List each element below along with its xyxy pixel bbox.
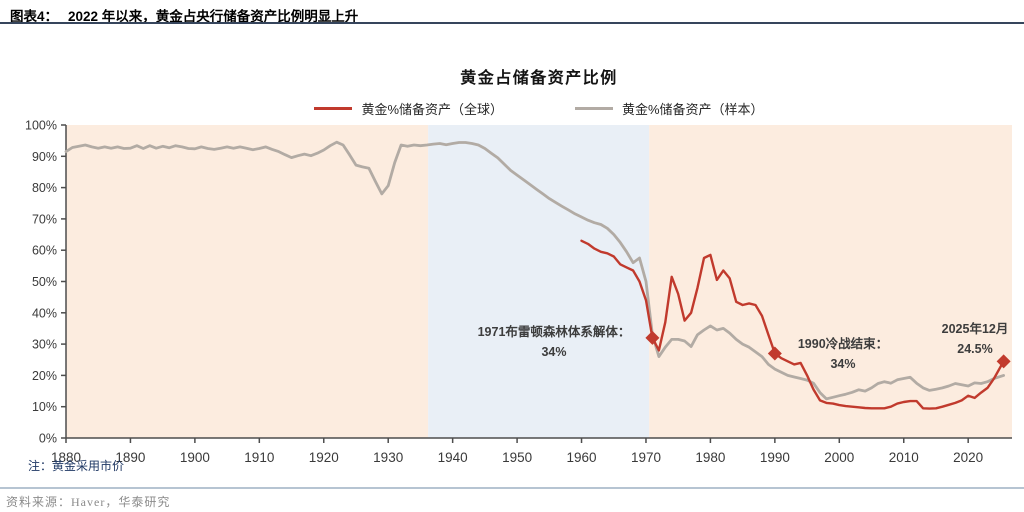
- event-marker-diamond-0: [645, 330, 660, 345]
- annotation-2025-value: 24.5%: [957, 342, 993, 356]
- era-band-0: [66, 125, 429, 438]
- x-tick-label: 1880: [51, 450, 81, 465]
- series-line-sample: [64, 140, 1005, 401]
- x-tick-label: 2020: [953, 450, 983, 465]
- figure-header: 图表4： 2022 年以来，黄金占央行储备资产比例明显上升: [10, 5, 358, 25]
- x-tick-label: 1980: [695, 450, 725, 465]
- event-marker-diamond-2: [996, 354, 1011, 369]
- chart-title: 黄金占储备资产比例: [460, 70, 618, 87]
- y-tick-label: 0%: [39, 432, 57, 446]
- legend-label-global: 黄金%储备资产（全球）: [361, 102, 503, 117]
- y-tick-label: 10%: [32, 400, 57, 414]
- y-tick-label: 90%: [32, 150, 57, 164]
- legend-item-global: 黄金%储备资产（全球）: [314, 99, 503, 118]
- annotation-1990-cold-war-end: 1990冷战结束： 34%: [776, 334, 910, 374]
- x-tick-label: 1990: [760, 450, 790, 465]
- figure-title: 2022 年以来，黄金占央行储备资产比例明显上升: [68, 9, 359, 24]
- x-tick-label: 1930: [373, 450, 403, 465]
- event-marker-diamond-1: [767, 346, 782, 361]
- x-tick-label: 2000: [824, 450, 854, 465]
- y-tick-label: 80%: [32, 181, 57, 195]
- legend: 黄金%储备资产（全球） 黄金%储备资产（样本）: [66, 99, 1012, 118]
- annotation-2025-text: 2025年12月: [941, 322, 1009, 336]
- header-divider: [0, 22, 1024, 24]
- annotation-1971-text: 1971布雷顿森林体系解体：: [477, 325, 631, 339]
- x-tick-label: 1960: [567, 450, 597, 465]
- x-tick-label: 1910: [244, 450, 274, 465]
- annotation-2025-latest: 2025年12月 24.5%: [925, 319, 1024, 359]
- y-tick-label: 20%: [32, 369, 57, 383]
- chart-note: 注：黄金采用市价: [28, 459, 125, 473]
- y-tick-label: 60%: [32, 244, 57, 258]
- legend-item-sample: 黄金%储备资产（样本）: [575, 99, 764, 118]
- x-tick-label: 1920: [309, 450, 339, 465]
- y-tick-label: 30%: [32, 338, 57, 352]
- y-tick-label: 100%: [25, 119, 57, 133]
- era-band-2: [649, 125, 1012, 438]
- era-band-1: [428, 125, 650, 438]
- legend-label-sample: 黄金%储备资产（样本）: [622, 102, 764, 117]
- annotation-1990-text: 1990冷战结束：: [797, 337, 889, 351]
- legend-line-swatch-global: [314, 107, 353, 110]
- x-tick-label: 1970: [631, 450, 661, 465]
- x-tick-label: 2010: [889, 450, 919, 465]
- y-tick-label: 70%: [32, 212, 57, 226]
- annotation-1990-value: 34%: [830, 357, 856, 371]
- x-tick-label: 1890: [115, 450, 145, 465]
- y-tick-label: 50%: [32, 275, 57, 289]
- data-source: 资料来源：Haver，华泰研究: [6, 495, 171, 509]
- figure-number: 图表4：: [10, 9, 59, 24]
- series-line-global: [580, 239, 1005, 410]
- annotation-1971-value: 34%: [541, 345, 567, 359]
- x-tick-label: 1950: [502, 450, 532, 465]
- x-tick-label: 1940: [438, 450, 468, 465]
- y-tick-label: 40%: [32, 306, 57, 320]
- footer-divider: [0, 487, 1024, 489]
- x-tick-label: 1900: [180, 450, 210, 465]
- annotation-1971-bretton-woods: 1971布雷顿森林体系解体： 34%: [450, 322, 658, 362]
- legend-line-swatch-sample: [575, 107, 613, 110]
